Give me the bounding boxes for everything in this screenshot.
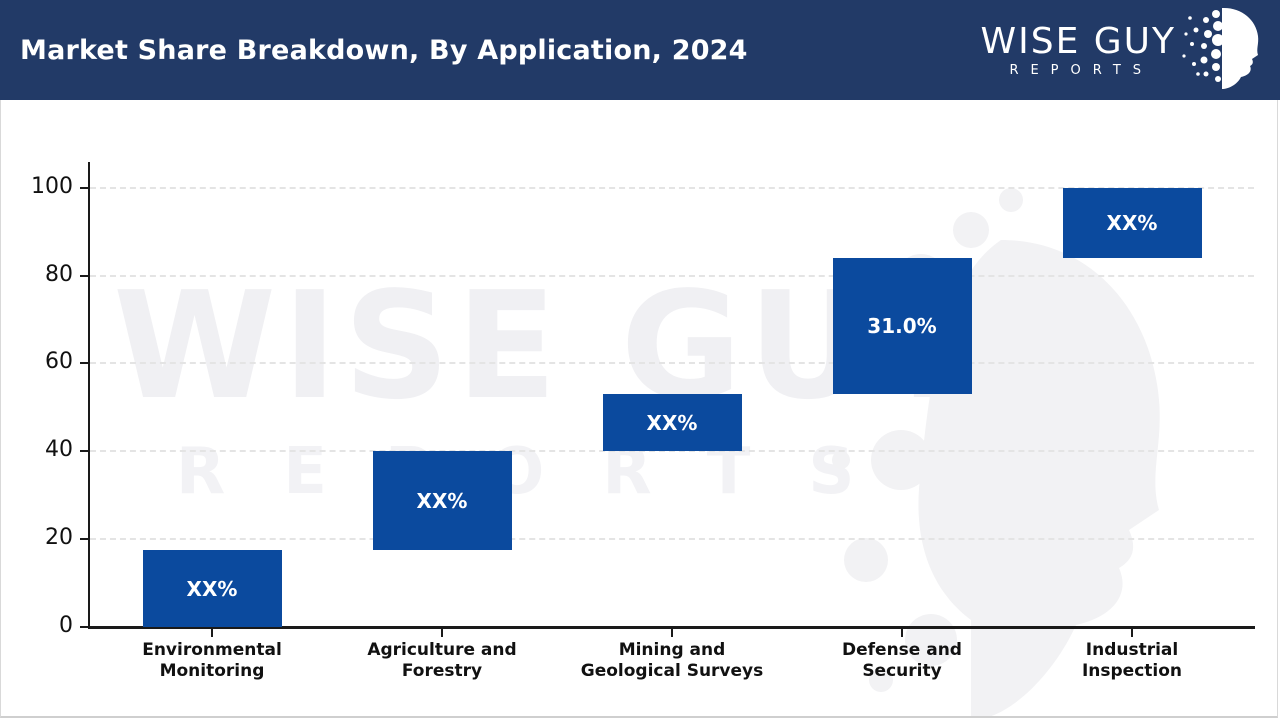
brand-logo: WISE GUY REPORTS [981,4,1265,96]
y-axis-tick-label: 20 [45,525,73,551]
x-tick-mark [671,629,673,637]
x-axis-label-mining-and-geological-surveys: Mining and Geological Surveys [552,640,792,682]
x-axis-label-line: Environmental [142,640,282,660]
bar-industrial-inspection: XX% [1062,187,1202,258]
gridline-20 [90,538,1254,541]
gridline-100 [90,186,1254,189]
y-axis-tick-label: 80 [45,261,73,287]
x-axis-label-line: Geological Surveys [580,661,764,681]
y-axis-tick-label: 40 [45,437,73,463]
x-axis-label-environmental-monitoring: Environmental Monitoring [92,640,332,682]
y-axis-tick-label: 100 [31,173,73,199]
brand-face-icon [1178,4,1264,96]
page-title: Market Share Breakdown, By Application, … [20,34,748,66]
watermark-subtext: REPORTS [176,435,913,509]
bar-agriculture-and-forestry: XX% [372,451,512,551]
y-tick-mark [80,186,88,189]
bar-mining-and-geological-surveys: XX% [602,394,742,452]
x-axis-label-line: Industrial [1085,640,1179,660]
x-axis-label-line: Agriculture and [367,640,517,660]
gridline-40 [90,450,1254,453]
y-axis-tick-label: 60 [45,349,73,375]
bar-value-label: 31.0% [867,314,937,339]
y-tick-mark [80,626,88,628]
brand-logo-text: WISE GUY REPORTS [980,20,1177,78]
bar-value-label: XX% [646,410,698,435]
bar-value-label: XX% [1106,210,1158,235]
x-axis-label-line: Security [862,661,942,681]
x-tick-mark [211,629,213,637]
bar-value-label: XX% [416,488,468,513]
bar-defense-and-security: 31.0% [832,257,972,395]
bar-value-label: XX% [186,576,238,601]
x-tick-mark [441,629,443,637]
x-axis-label-industrial-inspection: Industrial Inspection [1012,640,1252,682]
brand-subname: REPORTS [1009,62,1154,78]
x-axis-label-line: Inspection [1081,661,1183,681]
x-tick-mark [901,629,903,637]
x-tick-mark [1131,629,1133,637]
bar-environmental-monitoring: XX% [142,550,282,627]
y-axis-tick-label: 0 [59,613,73,638]
y-tick-mark [80,538,88,541]
y-tick-mark [80,362,88,365]
x-axis-line [88,626,1255,629]
y-tick-mark [80,450,88,453]
header-bar: Market Share Breakdown, By Application, … [0,0,1280,100]
chart-canvas: WISE GUY REPORTS 0 20 40 60 80 100 XX% Environm… [0,100,1278,718]
x-axis-label-line: Mining and [618,640,726,660]
y-tick-mark [80,274,88,277]
x-axis-label-line: Forestry [401,661,483,681]
x-axis-label-line: Defense and [842,640,962,660]
gridline-80 [90,274,1254,277]
gridline-60 [90,362,1254,365]
x-axis-label-agriculture-and-forestry: Agriculture and Forestry [322,640,562,682]
x-axis-label-defense-and-security: Defense and Security [782,640,1022,682]
y-axis-line [88,162,90,628]
x-axis-label-line: Monitoring [159,661,265,681]
brand-name: WISE GUY [980,20,1176,62]
